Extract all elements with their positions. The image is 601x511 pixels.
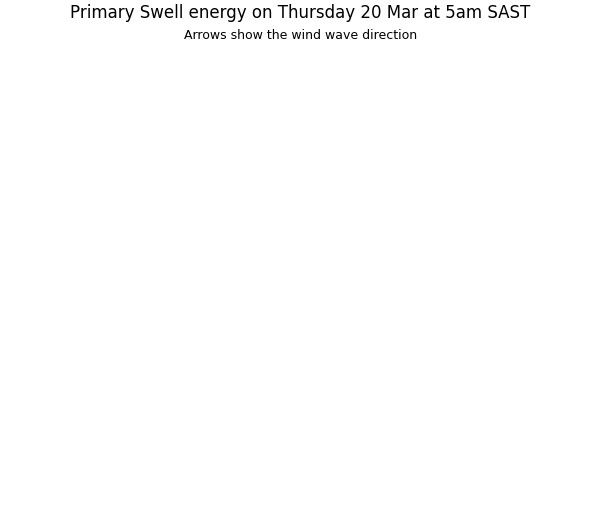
Text: Arrows show the wind wave direction: Arrows show the wind wave direction xyxy=(184,29,417,42)
Text: Map requires cartopy: Map requires cartopy xyxy=(227,271,374,285)
Text: Primary Swell energy on Thursday 20 Mar at 5am SAST: Primary Swell energy on Thursday 20 Mar … xyxy=(70,4,531,22)
